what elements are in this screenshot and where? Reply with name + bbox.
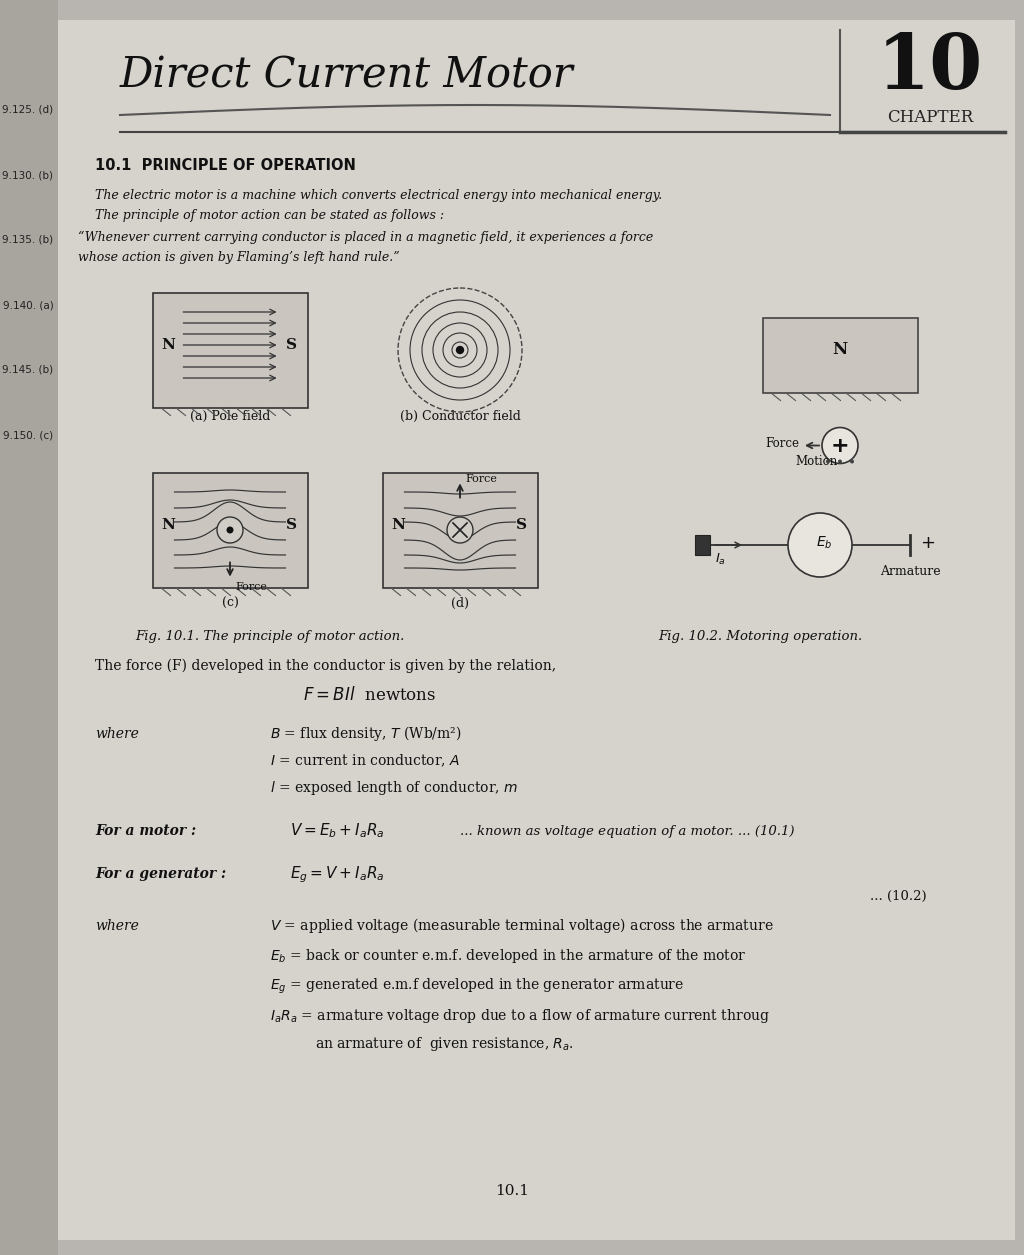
Text: $I_a R_a$ = armature voltage drop due to a flow of armature current throug: $I_a R_a$ = armature voltage drop due to… — [270, 1007, 770, 1025]
Text: S: S — [516, 518, 527, 532]
Text: 9.125. (d): 9.125. (d) — [2, 105, 53, 115]
Text: The force (F) developed in the conductor is given by the relation,: The force (F) developed in the conductor… — [95, 659, 556, 673]
Circle shape — [447, 517, 473, 543]
Text: Force: Force — [765, 437, 799, 451]
Text: S: S — [286, 518, 297, 532]
Text: N: N — [391, 518, 406, 532]
Text: where: where — [95, 727, 139, 740]
Text: $F = BIl$  newtons: $F = BIl$ newtons — [303, 686, 436, 704]
Text: “Whenever current carrying conductor is placed in a magnetic field, it experienc: “Whenever current carrying conductor is … — [78, 231, 653, 243]
Circle shape — [838, 459, 842, 463]
Text: ... known as voltage equation of a motor. ... (10.1): ... known as voltage equation of a motor… — [460, 825, 795, 838]
Text: 10.1: 10.1 — [495, 1183, 529, 1199]
Text: 10: 10 — [877, 31, 983, 105]
Text: (a) Pole field: (a) Pole field — [189, 410, 270, 423]
Circle shape — [217, 517, 243, 543]
Text: 9.140. (a): 9.140. (a) — [3, 300, 53, 310]
Text: N: N — [162, 518, 175, 532]
Text: $E_b$: $E_b$ — [816, 535, 833, 551]
Text: Armature: Armature — [880, 565, 941, 579]
Text: Fig. 10.1. The principle of motor action.: Fig. 10.1. The principle of motor action… — [135, 630, 404, 643]
Text: CHAPTER: CHAPTER — [887, 109, 973, 127]
Bar — [695, 535, 710, 555]
Text: $E_b$ = back or counter e.m.f. developed in the armature of the motor: $E_b$ = back or counter e.m.f. developed… — [270, 948, 746, 965]
Circle shape — [850, 459, 854, 463]
Bar — [153, 472, 307, 587]
Text: (b) Conductor field: (b) Conductor field — [399, 410, 520, 423]
Text: $V = E_b + I_a R_a$: $V = E_b + I_a R_a$ — [290, 821, 385, 840]
Circle shape — [826, 459, 830, 463]
Text: 9.145. (b): 9.145. (b) — [2, 365, 53, 375]
Text: For a motor :: For a motor : — [95, 825, 197, 838]
Text: (d): (d) — [451, 597, 469, 610]
Bar — [153, 292, 307, 408]
Circle shape — [457, 346, 464, 354]
Text: +: + — [920, 533, 935, 552]
Text: Direct Current Motor: Direct Current Motor — [120, 54, 573, 95]
Text: N: N — [162, 338, 175, 351]
Text: N: N — [833, 341, 848, 359]
Text: $I$ = current in conductor, $A$: $I$ = current in conductor, $A$ — [270, 752, 460, 769]
Text: where: where — [95, 919, 139, 932]
Circle shape — [788, 513, 852, 577]
Text: The electric motor is a machine which converts electrical energy into mechanical: The electric motor is a machine which co… — [95, 188, 663, 202]
Circle shape — [226, 527, 233, 533]
Text: S: S — [286, 338, 297, 351]
Text: Force: Force — [465, 474, 497, 484]
Text: 10.1  PRINCIPLE OF OPERATION: 10.1 PRINCIPLE OF OPERATION — [95, 157, 356, 172]
Text: an armature of  given resistance, $R_a$.: an armature of given resistance, $R_a$. — [315, 1035, 573, 1053]
Text: 9.150. (c): 9.150. (c) — [3, 430, 53, 441]
Text: (c): (c) — [221, 597, 239, 610]
Text: $V$ = applied voltage (measurable terminal voltage) across the armature: $V$ = applied voltage (measurable termin… — [270, 916, 773, 935]
Text: ... (10.2): ... (10.2) — [870, 890, 927, 904]
Circle shape — [822, 428, 858, 463]
Text: +: + — [830, 435, 849, 456]
Text: For a generator :: For a generator : — [95, 867, 226, 881]
Text: Force: Force — [234, 582, 267, 592]
Bar — [383, 472, 538, 587]
Text: $I_a$: $I_a$ — [715, 551, 725, 566]
Text: $E_g = V + I_a R_a$: $E_g = V + I_a R_a$ — [290, 865, 385, 885]
Text: 9.135. (b): 9.135. (b) — [2, 235, 53, 245]
Text: whose action is given by Flaming’s left hand rule.”: whose action is given by Flaming’s left … — [78, 251, 399, 264]
Text: $B$ = flux density, $T$ (Wb/m²): $B$ = flux density, $T$ (Wb/m²) — [270, 724, 462, 743]
Text: Motion: Motion — [795, 456, 838, 468]
Text: 9.130. (b): 9.130. (b) — [2, 169, 53, 179]
Bar — [0, 0, 58, 1255]
Bar — [763, 318, 918, 393]
Text: Fig. 10.2. Motoring operation.: Fig. 10.2. Motoring operation. — [657, 630, 862, 643]
Text: $E_g$ = generated e.m.f developed in the generator armature: $E_g$ = generated e.m.f developed in the… — [270, 978, 684, 996]
Text: The principle of motor action can be stated as follows :: The principle of motor action can be sta… — [95, 208, 444, 221]
Text: $l$ = exposed length of conductor, $m$: $l$ = exposed length of conductor, $m$ — [270, 779, 518, 797]
